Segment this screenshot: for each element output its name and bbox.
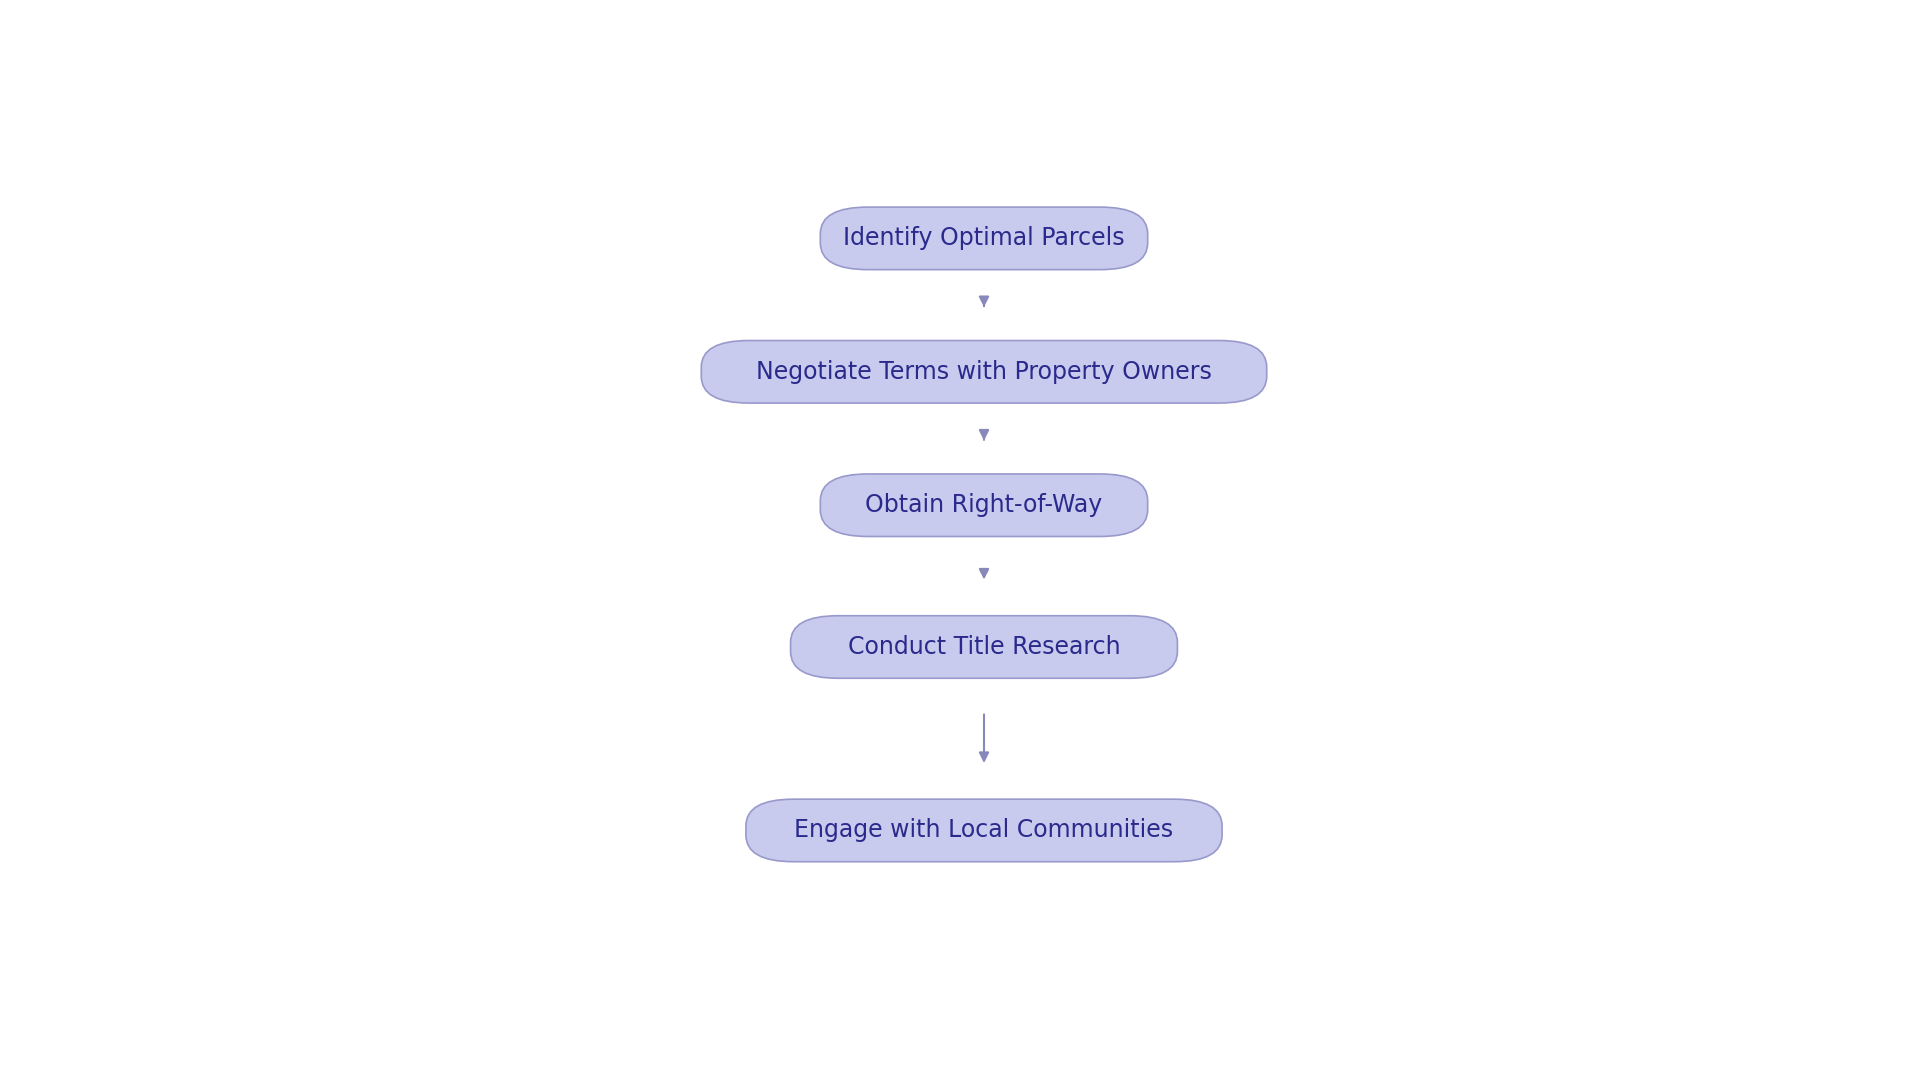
Text: Negotiate Terms with Property Owners: Negotiate Terms with Property Owners: [756, 360, 1212, 383]
FancyBboxPatch shape: [820, 474, 1148, 536]
FancyBboxPatch shape: [745, 799, 1221, 862]
FancyBboxPatch shape: [820, 207, 1148, 270]
Text: Engage with Local Communities: Engage with Local Communities: [795, 819, 1173, 843]
FancyBboxPatch shape: [791, 616, 1177, 678]
Text: Obtain Right-of-Way: Obtain Right-of-Way: [866, 493, 1102, 518]
Text: Identify Optimal Parcels: Identify Optimal Parcels: [843, 226, 1125, 250]
FancyBboxPatch shape: [701, 340, 1267, 403]
Text: Conduct Title Research: Conduct Title Research: [849, 635, 1119, 658]
